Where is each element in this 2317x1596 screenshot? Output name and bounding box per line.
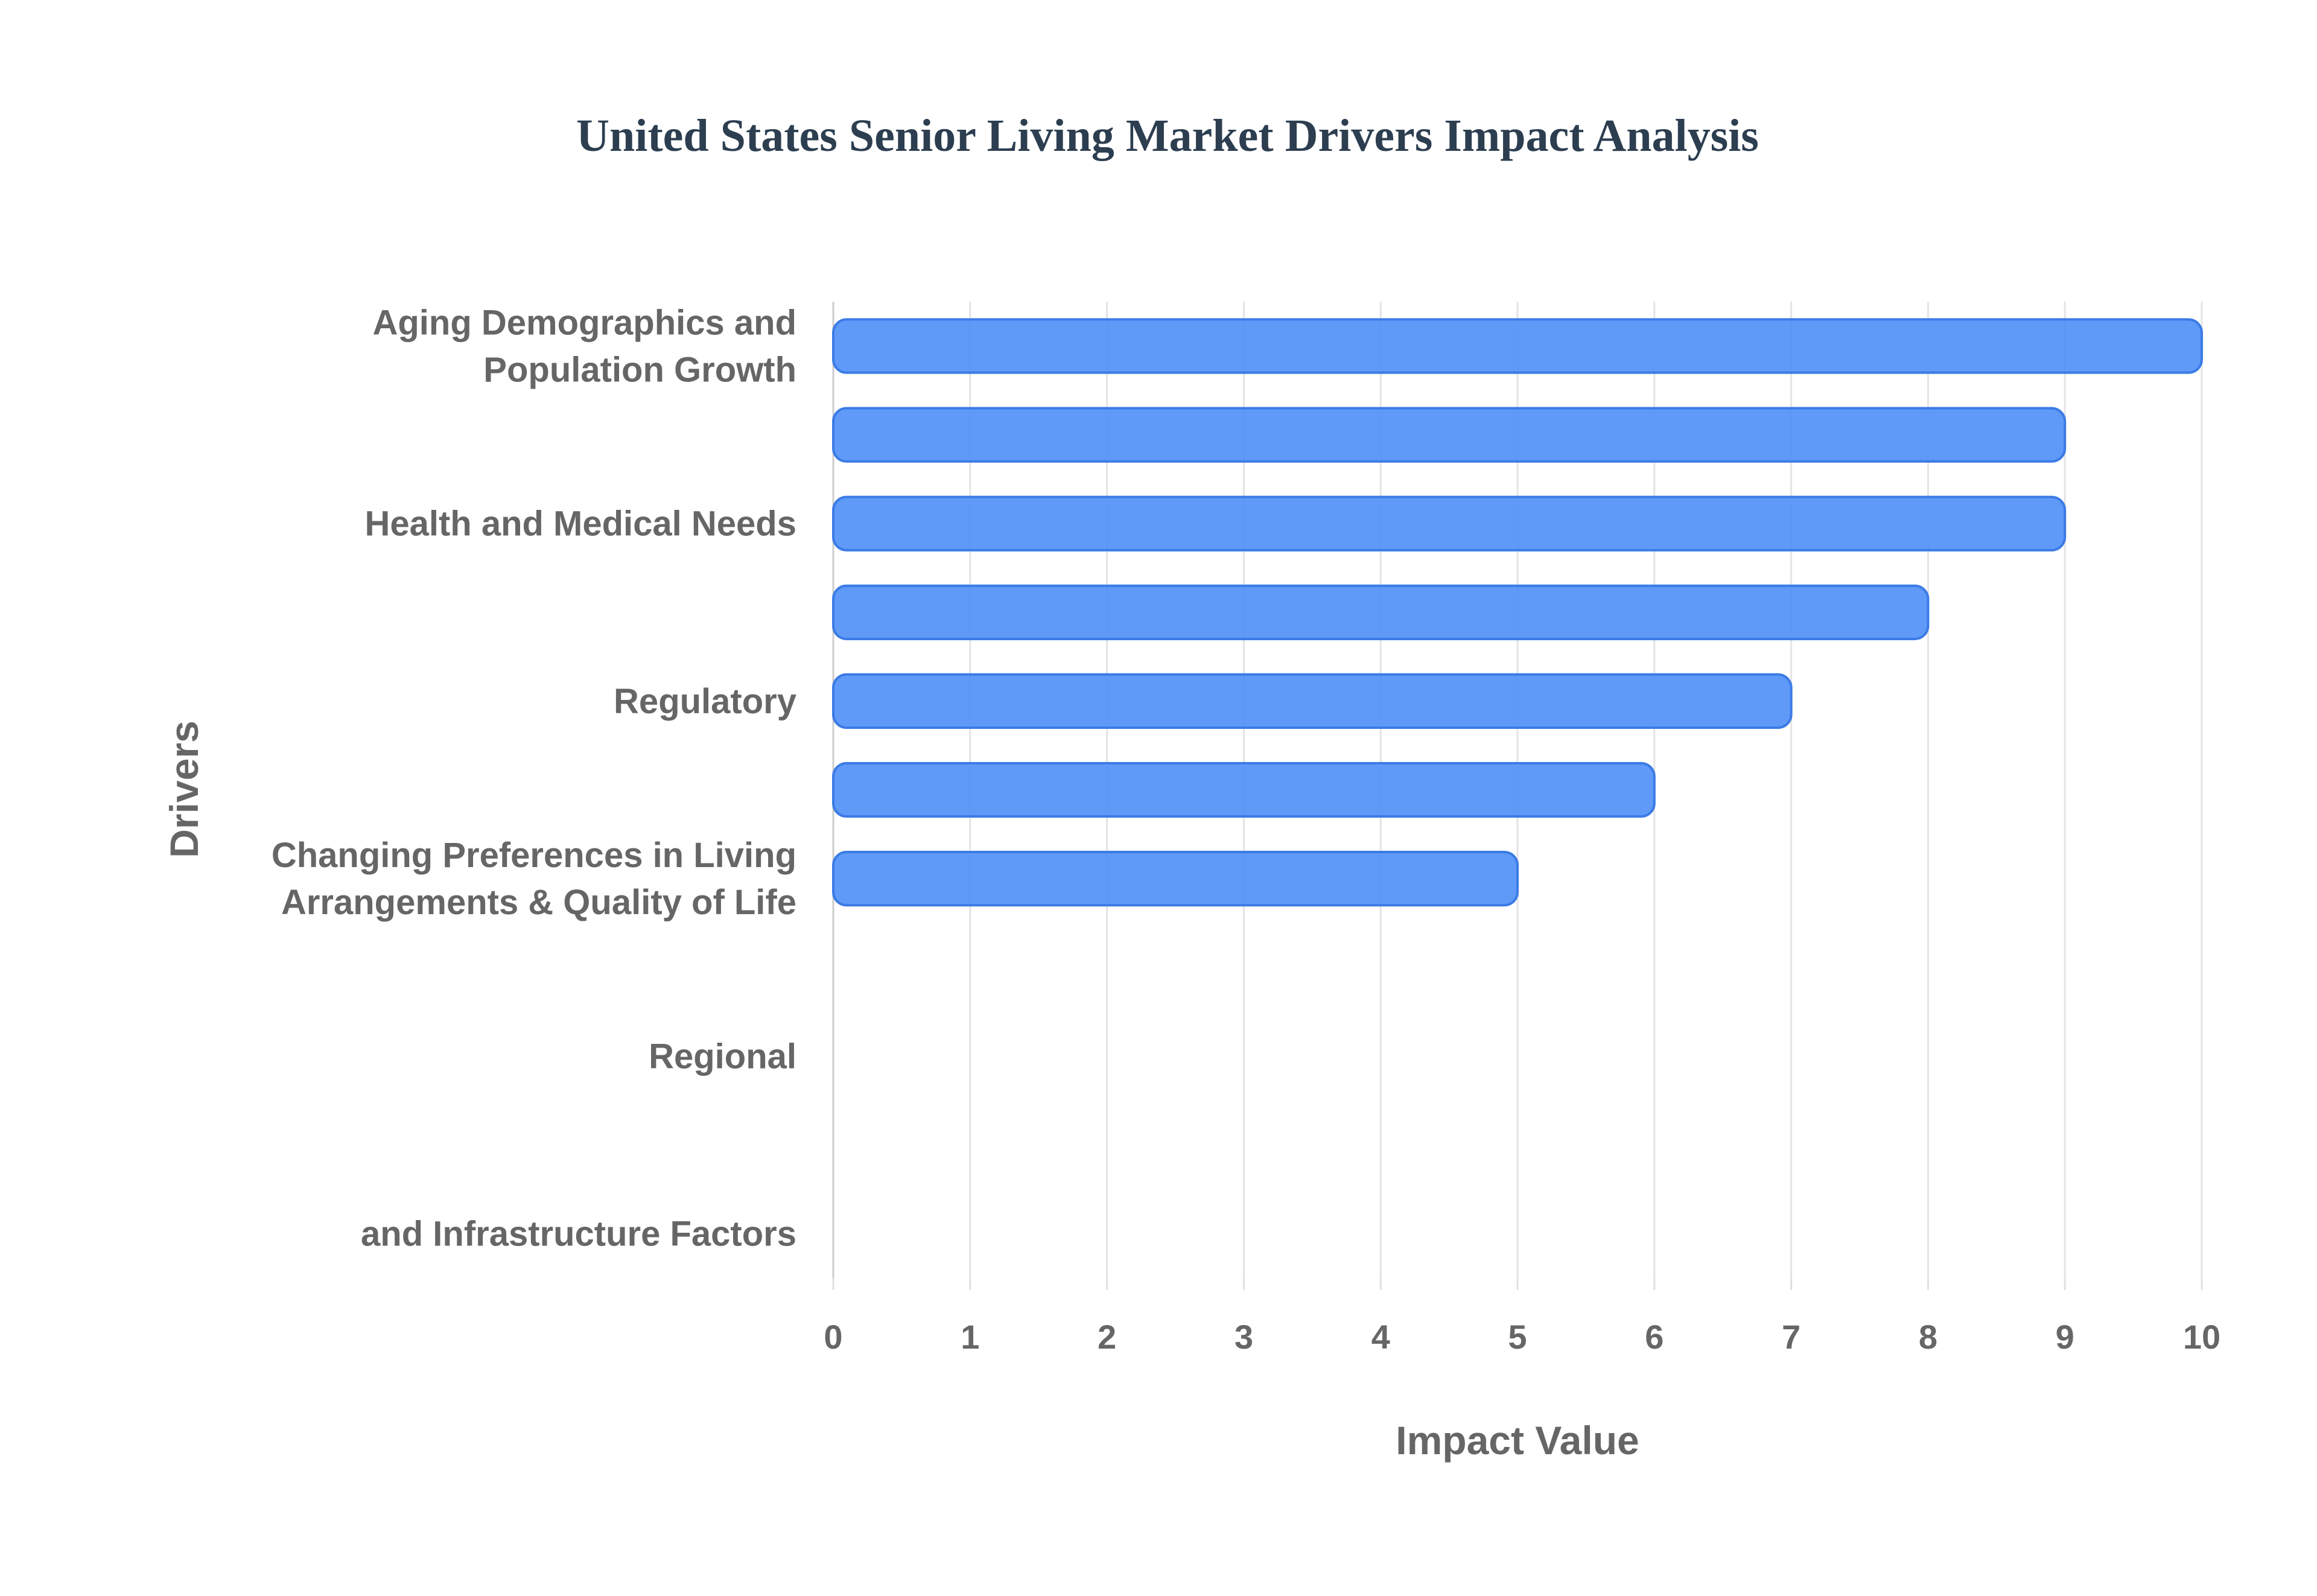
y-axis-labels: Aging Demographics and Population Growth H…	[272, 304, 796, 1254]
y-category-label: Changing Preferences in Living Arrangemen…	[272, 836, 796, 922]
y-category-label-line: Population Growth	[483, 351, 796, 390]
y-category-label-line: Changing Preferences in Living	[272, 836, 796, 875]
x-tick-label: 0	[824, 1318, 842, 1356]
y-category-label: Regulatory	[614, 682, 796, 721]
bar	[832, 407, 2067, 463]
bar	[832, 584, 1930, 640]
bar	[832, 761, 1656, 818]
y-category-label: and Infrastructure Factors	[361, 1214, 796, 1253]
bar	[832, 673, 1793, 730]
x-tick-label: 2	[1098, 1318, 1116, 1356]
y-axis-title: Drivers	[162, 720, 206, 858]
x-tick-label: 5	[1508, 1318, 1527, 1356]
y-category-label-line: Arrangements & Quality of Life	[281, 883, 796, 922]
x-tick-label: 6	[1645, 1318, 1664, 1356]
bar	[832, 318, 2203, 374]
x-tick-label: 3	[1235, 1318, 1253, 1356]
x-tick-label: 4	[1371, 1318, 1390, 1356]
bar	[832, 495, 2067, 552]
bar	[832, 850, 1519, 907]
x-tick-label: 1	[961, 1318, 979, 1356]
y-category-label-line: Regional	[649, 1037, 796, 1076]
x-axis-ticks: 0 1 2 3 4 5 6 7 8 9 10	[824, 1318, 2220, 1356]
x-tick-label: 7	[1782, 1318, 1801, 1356]
y-category-label: Health and Medical Needs	[364, 504, 796, 544]
chart-title: United States Senior Living Market Drive…	[576, 110, 1759, 161]
x-axis-title: Impact Value	[1396, 1418, 1639, 1463]
x-tick-label: 10	[2183, 1318, 2220, 1356]
x-tick-label: 8	[1919, 1318, 1937, 1356]
y-category-label: Regional	[649, 1037, 796, 1076]
y-category-label-line: Regulatory	[614, 682, 796, 721]
y-category-label-line: and Infrastructure Factors	[361, 1214, 796, 1253]
y-category-label: Aging Demographics and Population Growth	[372, 304, 796, 390]
y-category-label-line: Health and Medical Needs	[364, 504, 796, 544]
bars	[832, 318, 2203, 907]
x-tick-label: 9	[2056, 1318, 2074, 1356]
y-category-label-line: Aging Demographics and	[372, 304, 796, 343]
